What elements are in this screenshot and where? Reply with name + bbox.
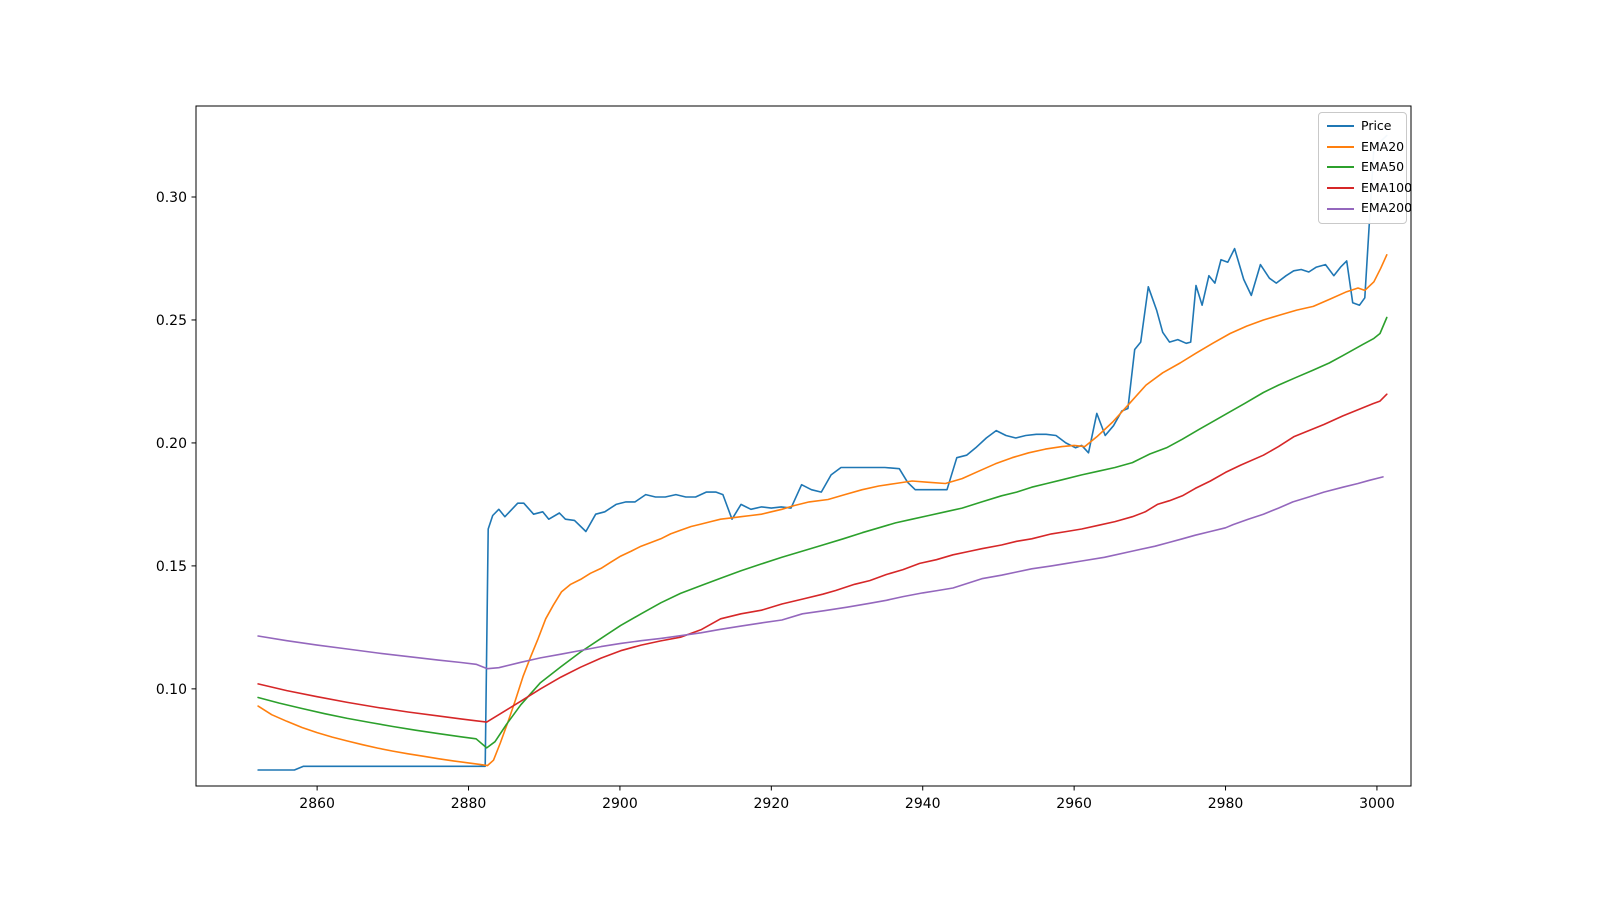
- y-tick-label: 0.15: [156, 559, 187, 575]
- legend-item-ema100: EMA100: [1327, 178, 1412, 199]
- y-tick-label: 0.30: [156, 190, 187, 206]
- legend-line-sample: [1327, 145, 1354, 148]
- series-line-ema50: [257, 316, 1388, 749]
- x-tick-label: 2960: [1056, 796, 1092, 812]
- legend-item-ema20: EMA20: [1327, 137, 1406, 158]
- legend-label: EMA200: [1361, 200, 1413, 216]
- legend-label: EMA20: [1361, 138, 1405, 154]
- legend: Price EMA20 EMA50 EMA100 EMA200: [1318, 112, 1412, 224]
- legend-line-sample: [1327, 207, 1354, 210]
- legend-label: EMA50: [1361, 159, 1405, 175]
- legend-item-ema50: EMA50: [1327, 157, 1406, 178]
- x-tick-label: 2980: [1208, 796, 1244, 812]
- y-tick-label: 0.10: [156, 682, 187, 698]
- legend-line-sample: [1327, 187, 1354, 190]
- series-line-ema20: [257, 254, 1388, 767]
- series-line-price: [257, 134, 1388, 771]
- plot-area: [196, 106, 1411, 786]
- legend-label: Price: [1361, 118, 1392, 134]
- series-line-ema100: [257, 393, 1388, 723]
- axes-spines: [195, 105, 1412, 787]
- x-tick-label: 2880: [451, 796, 487, 812]
- x-tick-label: 2940: [905, 796, 941, 812]
- y-tick-label: 0.20: [156, 436, 187, 452]
- legend-item-price: Price: [1327, 116, 1406, 137]
- y-tick-label: 0.25: [156, 313, 187, 329]
- x-tick-label: 3000: [1359, 796, 1395, 812]
- legend-line-sample: [1327, 125, 1354, 128]
- x-tick-label: 2860: [299, 796, 335, 812]
- series-line-ema200: [257, 476, 1384, 670]
- legend-line-sample: [1327, 166, 1354, 169]
- legend-label: EMA100: [1361, 179, 1413, 195]
- legend-item-ema200: EMA200: [1327, 198, 1412, 219]
- x-tick-label: 2920: [754, 796, 790, 812]
- x-tick-label: 2900: [602, 796, 638, 812]
